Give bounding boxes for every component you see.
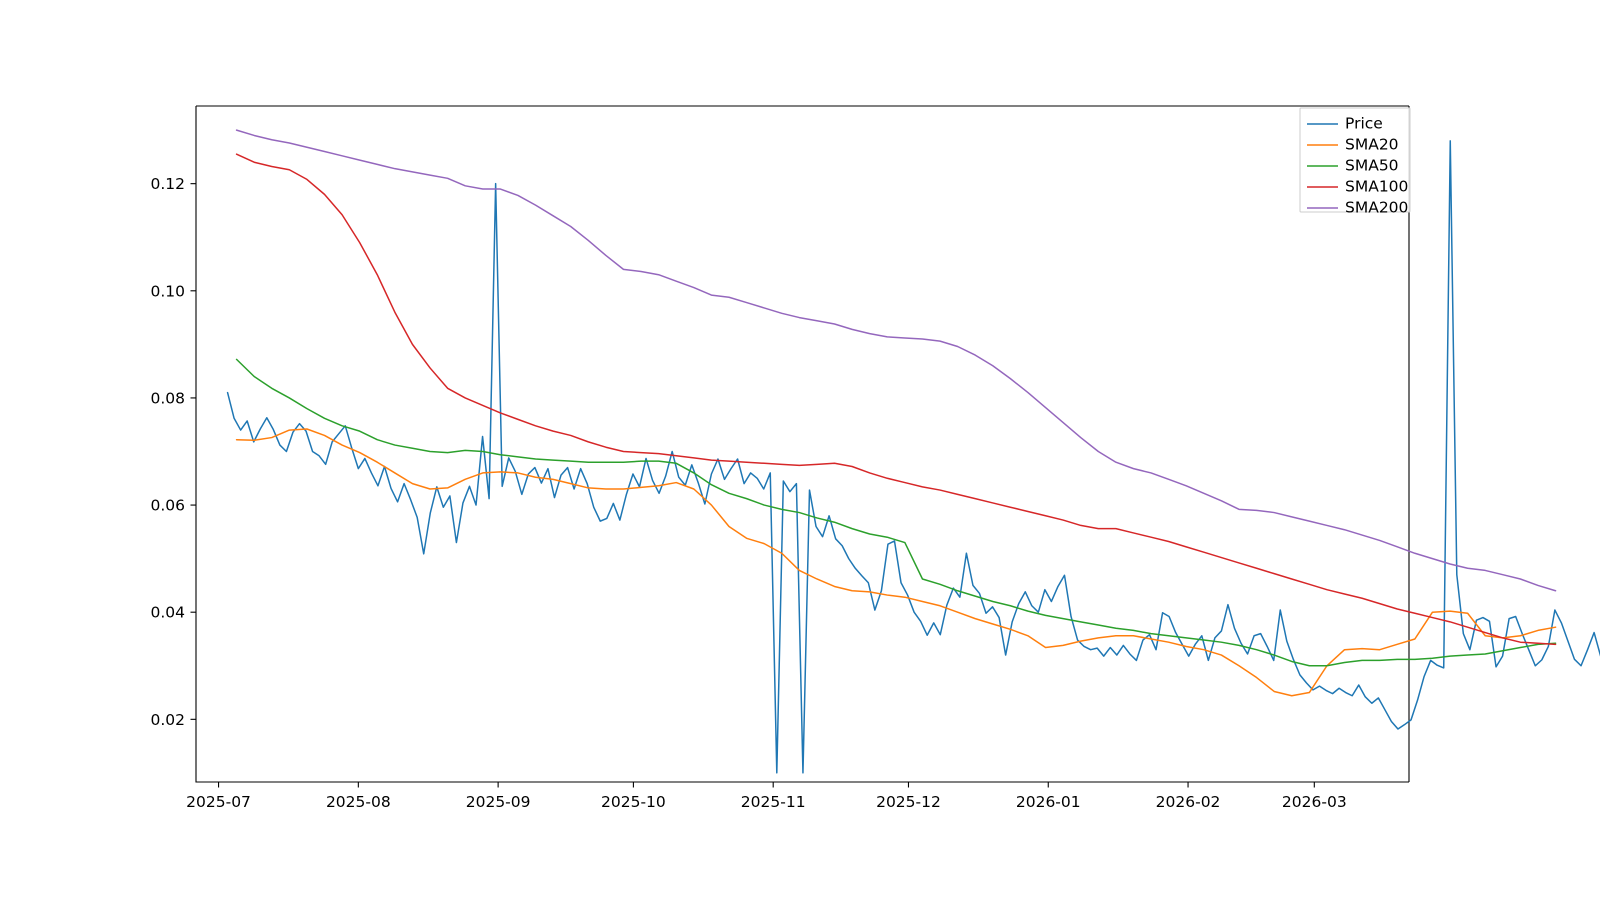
x-tick-label: 2026-03 (1282, 793, 1347, 811)
y-tick-label: 0.08 (150, 389, 185, 407)
axes: 0.02 0.04 0.06 0.08 0.10 0.12 2025-07 2025-08 20… (150, 105, 1410, 811)
legend-label-sma200[interactable]: SMA200 (1345, 199, 1408, 217)
x-tick-label: 2025-09 (466, 793, 531, 811)
y-tick-label: 0.10 (150, 282, 185, 300)
legend-label-price[interactable]: Price (1345, 115, 1383, 133)
series-line-sma200 (235, 129, 1557, 592)
x-tick-label: 2025-10 (601, 793, 666, 811)
legend-label-sma100[interactable]: SMA100 (1345, 178, 1408, 196)
series-line-sma20 (235, 428, 1557, 697)
x-tick-label: 2026-02 (1156, 793, 1221, 811)
series-line-sma50 (235, 358, 1557, 667)
x-tick-label: 2025-12 (876, 793, 941, 811)
legend-background (1299, 107, 1411, 213)
y-tick-label: 0.02 (150, 711, 185, 729)
legend-label-sma20[interactable]: SMA20 (1345, 136, 1399, 154)
chart-legend[interactable]: Price SMA20 SMA50 SMA100 SMA200 (1299, 107, 1411, 217)
y-tick-label: 0.12 (150, 175, 185, 193)
y-tick-label: 0.06 (150, 497, 185, 515)
series-lines (226, 129, 1600, 774)
axis-frame (195, 105, 1410, 783)
series-line-sma100 (235, 153, 1557, 646)
legend-label-sma50[interactable]: SMA50 (1345, 157, 1399, 175)
x-tick-label: 2025-07 (186, 793, 251, 811)
x-tick-label: 2026-01 (1016, 793, 1081, 811)
x-tick-label: 2025-11 (741, 793, 806, 811)
x-tick-label: 2025-08 (326, 793, 391, 811)
series-line-price (226, 140, 1600, 774)
y-tick-label: 0.04 (150, 604, 185, 622)
